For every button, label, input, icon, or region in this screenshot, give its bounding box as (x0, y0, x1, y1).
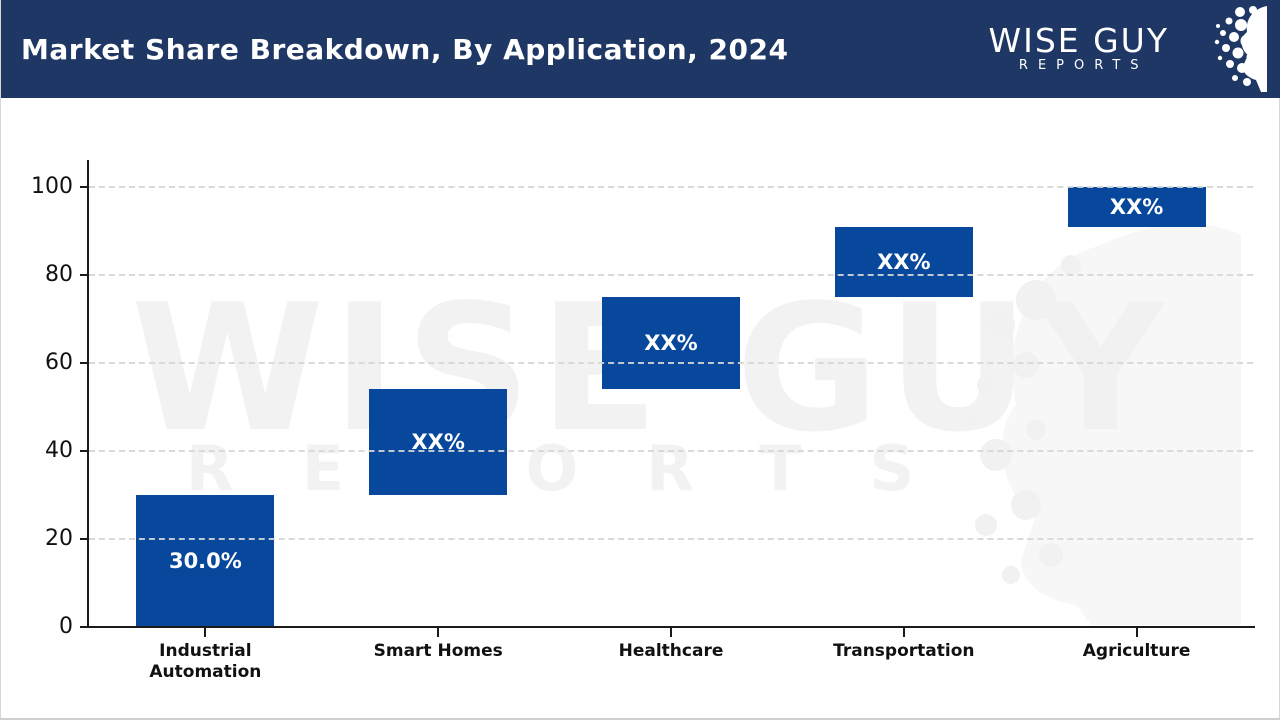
brand-name: WISE GUY (988, 21, 1169, 60)
y-axis-line (87, 160, 89, 628)
x-tick-label: Smart Homes (373, 641, 503, 661)
y-tick-label: 100 (31, 174, 73, 199)
bar-value-label: 30.0% (168, 549, 242, 573)
y-tick-label: 80 (45, 262, 73, 287)
gridline (89, 274, 1253, 276)
bar-value-label: XX% (1109, 194, 1164, 219)
gridline (89, 450, 1253, 452)
x-tick-mark (1135, 628, 1138, 637)
y-tick-mark (80, 450, 89, 452)
y-tick-mark (80, 538, 89, 540)
watermark-text-secondary: REPORTS (186, 432, 983, 505)
x-tick-mark (670, 628, 672, 637)
bar (834, 226, 973, 297)
brand-logo: WISE GUY REPORTS (988, 2, 1280, 96)
y-tick-mark (80, 362, 89, 364)
bar (1067, 187, 1206, 227)
bar-value-label: XX% (877, 249, 931, 274)
bar (369, 389, 508, 495)
x-tick-mark (902, 628, 905, 637)
y-tick-mark (80, 186, 89, 188)
x-tick-mark (204, 628, 207, 637)
bar (136, 495, 275, 627)
brand-head-icon (1171, 2, 1267, 96)
y-tick-label: 60 (45, 350, 73, 375)
bar-value-label: XX% (411, 430, 465, 455)
y-tick-label: 0 (59, 614, 73, 639)
x-tick-mark (437, 628, 440, 637)
gridline (89, 186, 1253, 188)
x-tick-label: Transportation (833, 641, 975, 661)
chart-title: Market Share Breakdown, By Application, … (21, 32, 789, 66)
y-tick-mark (80, 274, 89, 276)
x-axis-line (87, 626, 1255, 628)
header-band: Market Share Breakdown, By Application, … (1, 0, 1280, 98)
gridline (89, 362, 1253, 364)
y-tick-label: 20 (45, 526, 73, 551)
brand-subname: REPORTS (1018, 58, 1149, 73)
x-tick-label: Industrial Automation (149, 641, 262, 682)
x-tick-label: Healthcare (618, 641, 724, 661)
watermark-head-icon (941, 205, 1241, 629)
y-tick-label: 40 (45, 438, 73, 463)
gridline (89, 538, 1253, 540)
brand-logo-text: WISE GUY REPORTS (988, 24, 1169, 74)
bar (602, 297, 740, 390)
x-tick-label: Agriculture (1082, 641, 1191, 661)
y-tick-mark (80, 626, 89, 628)
bar-value-label: XX% (644, 331, 698, 356)
